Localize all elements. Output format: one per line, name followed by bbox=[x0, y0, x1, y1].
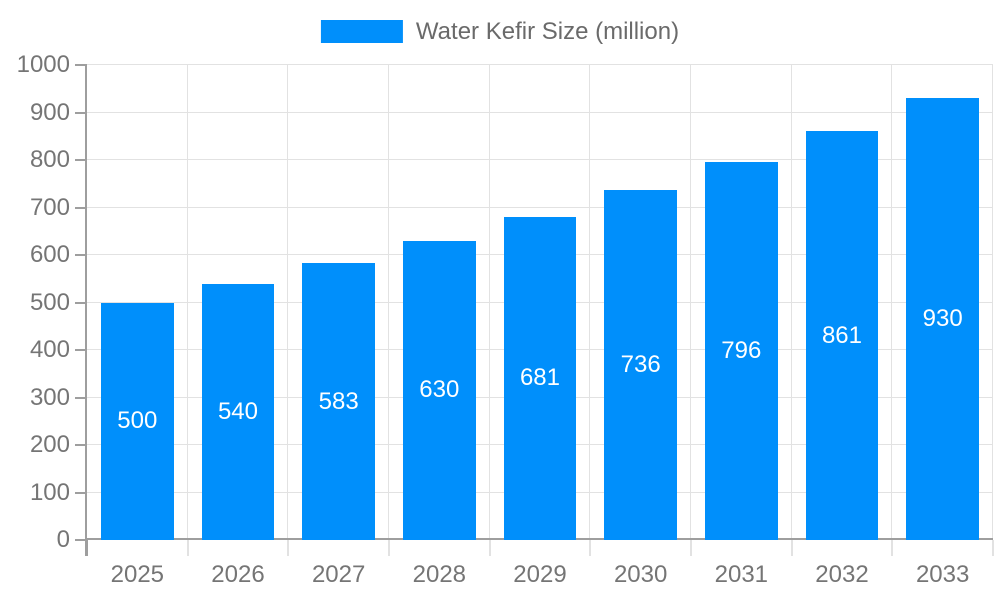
x-axis-tick-label: 2026 bbox=[211, 561, 265, 588]
y-axis-tick-label: 400 bbox=[29, 336, 70, 363]
y-axis-tick-label: 0 bbox=[56, 526, 70, 553]
bar-value-label: 630 bbox=[419, 376, 460, 404]
y-axis-tick bbox=[75, 491, 87, 494]
bar[interactable]: 500 bbox=[101, 302, 174, 540]
x-gridline bbox=[186, 65, 188, 540]
x-gridline bbox=[690, 65, 691, 540]
y-axis-tick-label: 600 bbox=[29, 241, 70, 268]
y-axis-tick bbox=[75, 349, 87, 351]
bar[interactable]: 681 bbox=[503, 216, 577, 540]
x-axis-tick-label: 2029 bbox=[513, 561, 567, 588]
bar-value-label: 736 bbox=[620, 351, 661, 379]
y-axis-tick-label: 900 bbox=[29, 98, 70, 126]
legend-swatch-icon bbox=[320, 20, 403, 43]
y-axis-tick bbox=[75, 111, 87, 114]
y-axis-tick-label: 1000 bbox=[16, 51, 70, 78]
y-gridline bbox=[87, 64, 993, 65]
x-gridline bbox=[287, 65, 289, 540]
bar-value-label: 540 bbox=[217, 397, 258, 425]
x-gridline bbox=[891, 65, 893, 540]
x-gridline bbox=[790, 65, 792, 540]
x-gridline bbox=[992, 65, 993, 540]
bar[interactable]: 583 bbox=[302, 263, 375, 540]
x-gridline bbox=[589, 65, 591, 540]
legend-label: Water Kefir Size (million) bbox=[415, 18, 680, 45]
x-axis-tick bbox=[186, 540, 189, 556]
x-axis-tick bbox=[589, 540, 592, 556]
y-axis-tick bbox=[75, 64, 87, 66]
x-axis-tick-label: 2031 bbox=[714, 561, 769, 588]
x-axis-tick bbox=[690, 540, 692, 556]
bar-value-label: 930 bbox=[922, 305, 963, 333]
x-gridline bbox=[488, 65, 490, 540]
y-axis-tick bbox=[75, 159, 87, 161]
x-axis-tick-label: 2025 bbox=[110, 561, 165, 588]
bar[interactable]: 796 bbox=[705, 161, 778, 540]
y-axis-tick-label: 500 bbox=[29, 288, 70, 316]
y-axis-tick bbox=[75, 254, 87, 256]
bar[interactable]: 630 bbox=[403, 240, 476, 540]
x-axis-tick bbox=[790, 540, 793, 556]
bar-value-label: 681 bbox=[519, 364, 560, 392]
y-axis-tick bbox=[75, 444, 87, 446]
bar[interactable]: 540 bbox=[201, 283, 275, 540]
y-axis-tick-label: 200 bbox=[29, 431, 70, 458]
bar[interactable]: 736 bbox=[604, 190, 677, 540]
x-axis-tick-label: 2030 bbox=[613, 561, 668, 588]
y-axis-tick bbox=[75, 206, 87, 209]
legend[interactable]: Water Kefir Size (million) bbox=[320, 18, 680, 45]
x-axis-tick bbox=[992, 540, 994, 556]
y-axis-tick-label: 100 bbox=[29, 478, 70, 506]
y-axis-tick bbox=[75, 396, 87, 399]
x-axis-tick-label: 2033 bbox=[915, 561, 970, 588]
x-axis-tick bbox=[891, 540, 894, 556]
x-axis-tick-label: 2028 bbox=[412, 561, 467, 588]
bar-value-label: 861 bbox=[821, 321, 862, 349]
x-axis-tick bbox=[86, 540, 88, 556]
x-axis-tick bbox=[488, 540, 491, 556]
bar-value-label: 500 bbox=[117, 407, 158, 435]
x-axis-tick-label: 2032 bbox=[815, 561, 869, 588]
bar-value-label: 583 bbox=[318, 387, 359, 415]
y-gridline bbox=[87, 206, 993, 208]
y-axis-tick bbox=[75, 539, 87, 541]
x-axis-tick bbox=[287, 540, 290, 556]
x-axis-tick-label: 2027 bbox=[311, 561, 366, 588]
y-axis-tick bbox=[75, 301, 87, 304]
y-axis-line bbox=[85, 65, 87, 556]
x-axis-tick bbox=[388, 540, 390, 556]
y-gridline bbox=[87, 159, 993, 160]
y-axis-tick-label: 800 bbox=[29, 146, 70, 173]
bar[interactable]: 861 bbox=[805, 131, 879, 540]
y-axis-tick-label: 300 bbox=[29, 383, 70, 411]
y-gridline bbox=[87, 111, 993, 113]
bar[interactable]: 930 bbox=[906, 98, 979, 540]
y-axis-tick-label: 700 bbox=[29, 193, 70, 221]
x-gridline bbox=[388, 65, 389, 540]
bar-value-label: 796 bbox=[721, 336, 762, 364]
